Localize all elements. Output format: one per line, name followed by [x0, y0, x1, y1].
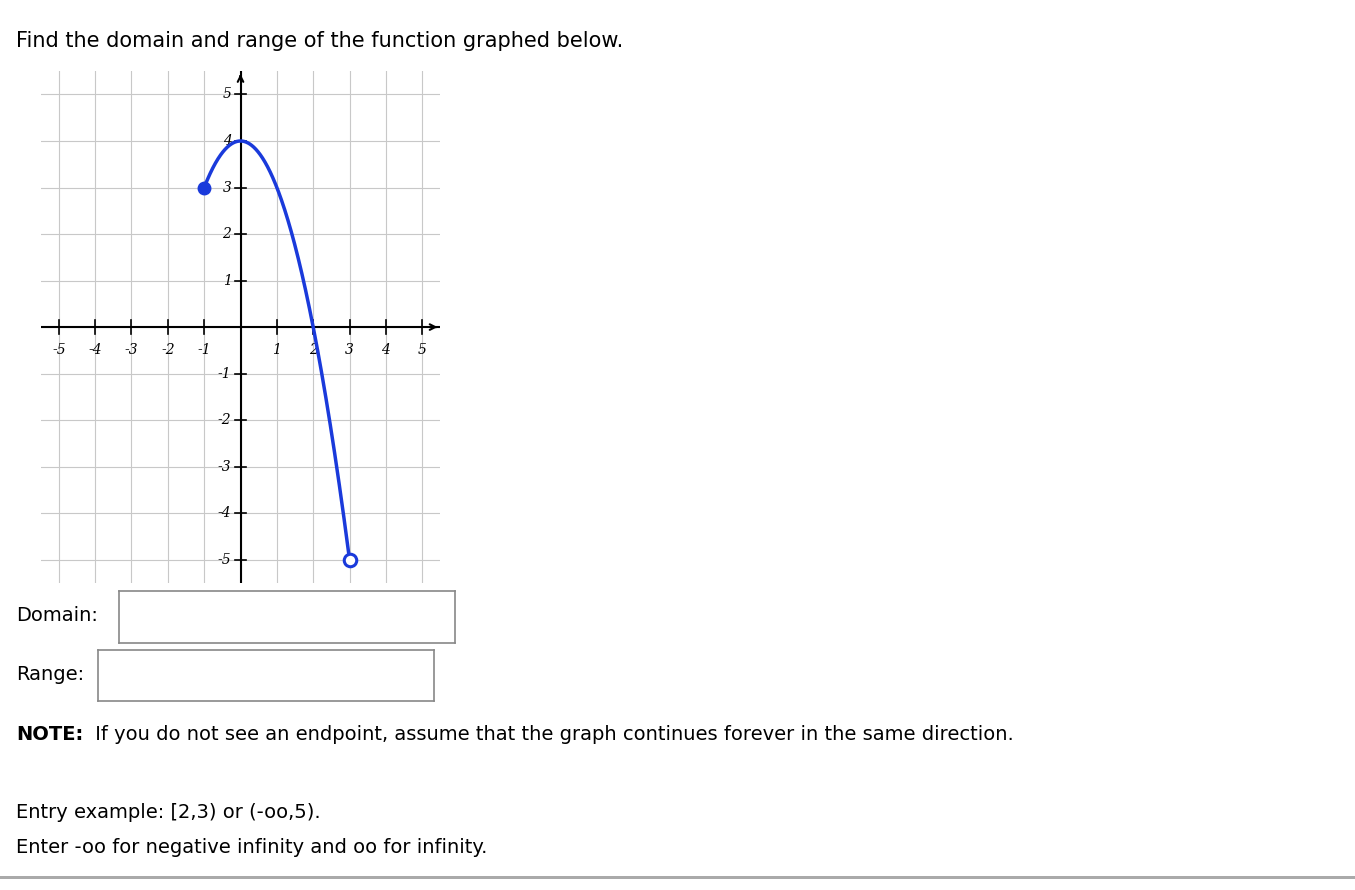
- Text: -5: -5: [51, 344, 65, 358]
- Text: Domain:: Domain:: [16, 606, 98, 626]
- Text: 5: 5: [222, 87, 232, 101]
- Text: -1: -1: [218, 367, 232, 381]
- Text: -5: -5: [218, 553, 232, 567]
- Text: 1: 1: [222, 273, 232, 287]
- Text: -3: -3: [125, 344, 138, 358]
- Text: Enter -oo for negative infinity and oo for infinity.: Enter -oo for negative infinity and oo f…: [16, 838, 488, 857]
- Text: If you do not see an endpoint, assume that the graph continues forever in the sa: If you do not see an endpoint, assume th…: [89, 725, 1014, 744]
- Text: 1: 1: [272, 344, 282, 358]
- Text: -4: -4: [218, 506, 232, 520]
- Text: -4: -4: [88, 344, 102, 358]
- Text: 2: 2: [222, 227, 232, 241]
- Text: Range:: Range:: [16, 665, 84, 684]
- Text: 2: 2: [309, 344, 317, 358]
- Text: 4: 4: [381, 344, 390, 358]
- Text: -2: -2: [161, 344, 175, 358]
- Text: 5: 5: [417, 344, 427, 358]
- Text: Find the domain and range of the function graphed below.: Find the domain and range of the functio…: [16, 31, 623, 51]
- Text: Entry example: [2,3) or (-oo,5).: Entry example: [2,3) or (-oo,5).: [16, 803, 321, 821]
- Text: 3: 3: [346, 344, 354, 358]
- Text: -3: -3: [218, 459, 232, 473]
- Text: -2: -2: [218, 413, 232, 427]
- Text: 4: 4: [222, 134, 232, 148]
- Text: NOTE:: NOTE:: [16, 725, 84, 744]
- Text: 3: 3: [222, 181, 232, 195]
- Text: -1: -1: [198, 344, 211, 358]
